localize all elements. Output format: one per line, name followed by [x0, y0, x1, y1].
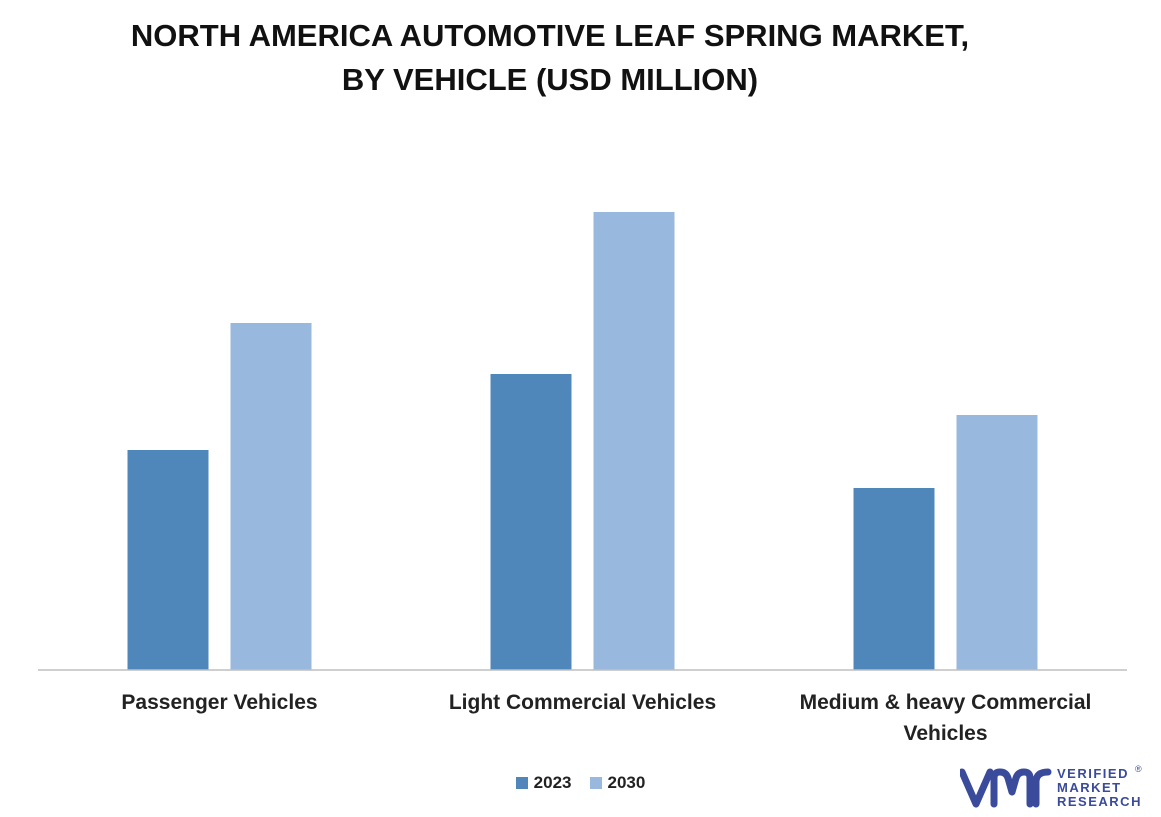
bar-2023-2 [490, 374, 572, 670]
category-label-1-line-1: Passenger Vehicles [121, 691, 318, 714]
legend-swatch-2023 [515, 777, 528, 789]
bar-2023-1 [127, 450, 209, 670]
brand-logo: VERIFIED MARKET RESEARCH ® [958, 764, 1145, 812]
legend-item-2023: 2023 [515, 773, 572, 793]
chart-title-line-1: NORTH AMERICA AUTOMOTIVE LEAF SPRING MAR… [130, 18, 970, 53]
bar-2030-2 [593, 212, 675, 670]
category-label-3-line-1: Medium & heavy Commercial [799, 691, 1092, 714]
legend: 2023 2030 [0, 773, 1161, 793]
legend-label-2023: 2023 [533, 773, 572, 792]
bar-2030-3 [956, 415, 1038, 670]
brand-text: VERIFIED MARKET RESEARCH [1057, 767, 1142, 809]
brand-text-line-3: RESEARCH [1057, 794, 1142, 809]
chart-title-line-2: BY VEHICLE (USD MILLION) [341, 62, 759, 97]
category-label-3: Medium & heavy Commercial Vehicles [764, 687, 1127, 749]
category-label-2: Light Commercial Vehicles [401, 687, 764, 718]
category-label-2-line-1: Light Commercial Vehicles [448, 691, 717, 714]
vmr-logo-mark-icon [958, 768, 1052, 808]
legend-label-2030: 2030 [607, 773, 646, 792]
legend-swatch-2030 [589, 777, 602, 789]
bar-2023-3 [853, 488, 935, 670]
registered-mark: ® [1135, 764, 1142, 774]
bar-2030-1 [230, 323, 312, 670]
category-label-3-line-2: Vehicles [903, 722, 988, 745]
bars-group [127, 212, 1038, 670]
category-label-1: Passenger Vehicles [38, 687, 401, 718]
brand-text-line-2: MARKET [1057, 780, 1122, 795]
brand-text-line-1: VERIFIED [1057, 766, 1129, 781]
legend-item-2030: 2030 [589, 773, 646, 793]
